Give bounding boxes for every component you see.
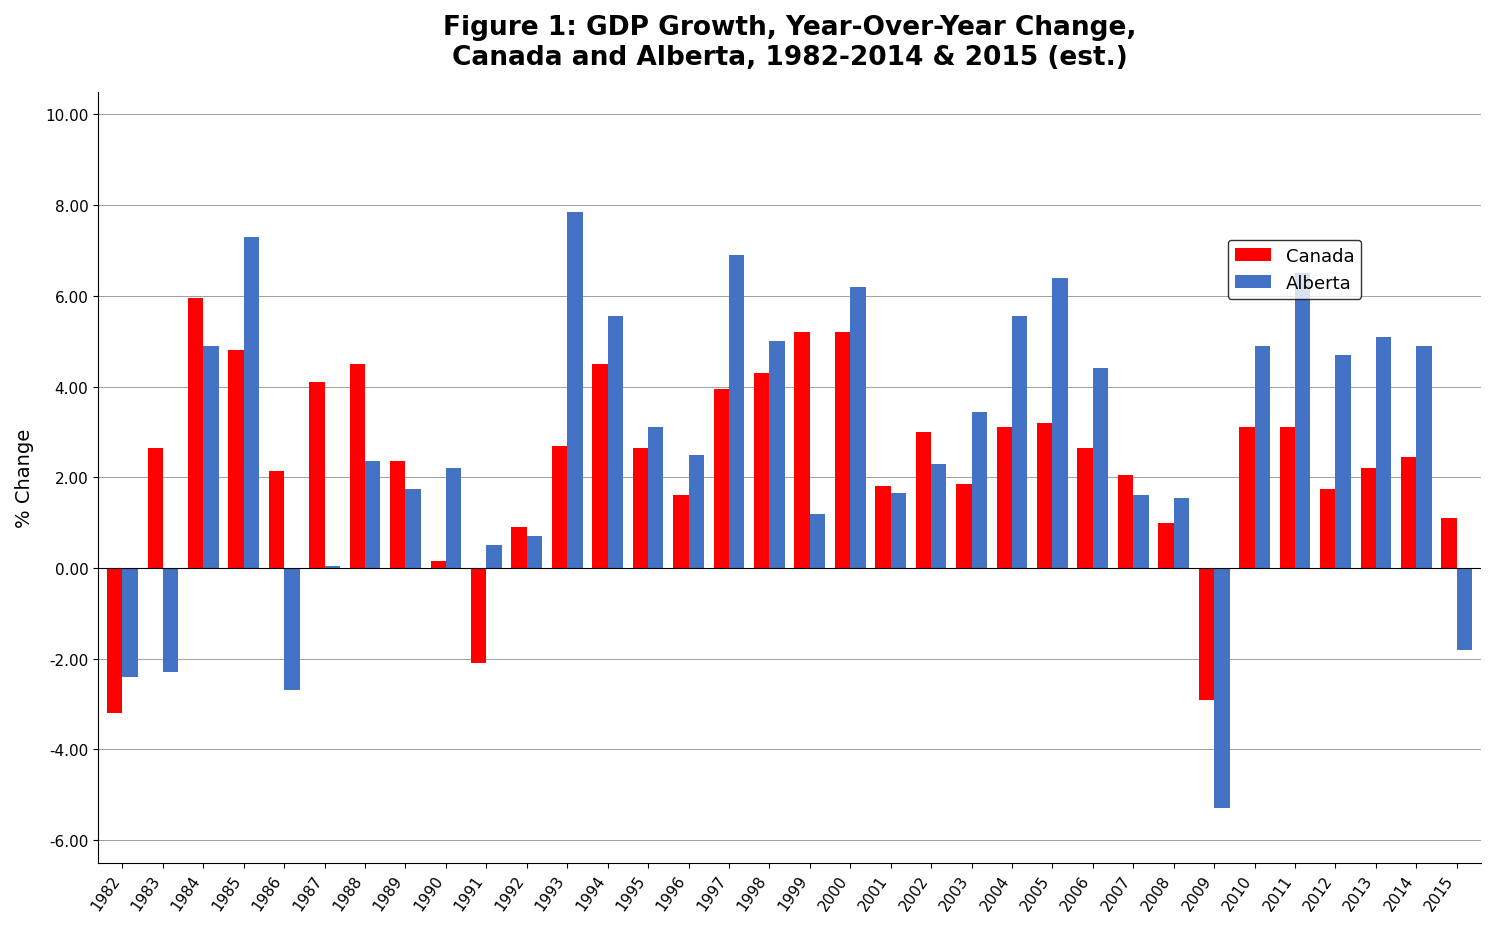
Bar (1279, 428, 1296, 569)
Bar (567, 213, 582, 569)
Bar (471, 569, 486, 664)
Bar (1417, 346, 1432, 569)
Bar (648, 428, 663, 569)
Bar (794, 333, 809, 569)
Bar (809, 514, 826, 569)
Bar (1457, 569, 1472, 650)
Bar (633, 448, 648, 569)
Y-axis label: % Change: % Change (15, 428, 34, 527)
Bar (203, 346, 218, 569)
Bar (1134, 496, 1149, 569)
Bar (1400, 458, 1417, 569)
Bar (1118, 475, 1134, 569)
Bar (916, 432, 931, 569)
Bar (1255, 346, 1270, 569)
Bar (931, 464, 947, 569)
Bar (688, 455, 705, 569)
Bar (592, 365, 607, 569)
Bar (1052, 278, 1068, 569)
Bar (486, 546, 501, 569)
Bar (1215, 569, 1230, 808)
Bar (673, 496, 688, 569)
Bar (1336, 355, 1351, 569)
Bar (1158, 523, 1174, 569)
Bar (1441, 519, 1457, 569)
Bar (431, 561, 446, 569)
Bar (1360, 469, 1376, 569)
Bar (123, 569, 138, 677)
Bar (1094, 369, 1109, 569)
Bar (769, 342, 785, 569)
Bar (1037, 423, 1052, 569)
Bar (1296, 274, 1310, 569)
Bar (244, 238, 259, 569)
Bar (971, 412, 987, 569)
Bar (269, 471, 284, 569)
Bar (1198, 569, 1215, 700)
Bar (325, 566, 340, 569)
Bar (714, 390, 729, 569)
Bar (188, 299, 203, 569)
Bar (835, 333, 850, 569)
Bar (996, 428, 1011, 569)
Legend: Canada, Alberta: Canada, Alberta (1228, 240, 1361, 300)
Bar (229, 351, 244, 569)
Bar (1174, 498, 1189, 569)
Bar (850, 288, 866, 569)
Bar (390, 462, 405, 569)
Bar (365, 462, 380, 569)
Bar (148, 448, 163, 569)
Bar (512, 528, 527, 569)
Bar (446, 469, 461, 569)
Bar (163, 569, 178, 673)
Bar (754, 374, 769, 569)
Bar (890, 494, 907, 569)
Bar (350, 365, 365, 569)
Title: Figure 1: GDP Growth, Year-Over-Year Change,
Canada and Alberta, 1982-2014 & 201: Figure 1: GDP Growth, Year-Over-Year Cha… (443, 15, 1137, 71)
Bar (607, 317, 622, 569)
Bar (1319, 489, 1336, 569)
Bar (1011, 317, 1028, 569)
Bar (284, 569, 299, 690)
Bar (527, 536, 542, 569)
Bar (875, 487, 890, 569)
Bar (1239, 428, 1255, 569)
Bar (1077, 448, 1094, 569)
Bar (405, 489, 420, 569)
Bar (729, 256, 745, 569)
Bar (552, 446, 567, 569)
Bar (310, 382, 325, 569)
Bar (108, 569, 123, 714)
Bar (956, 484, 971, 569)
Bar (1376, 338, 1391, 569)
